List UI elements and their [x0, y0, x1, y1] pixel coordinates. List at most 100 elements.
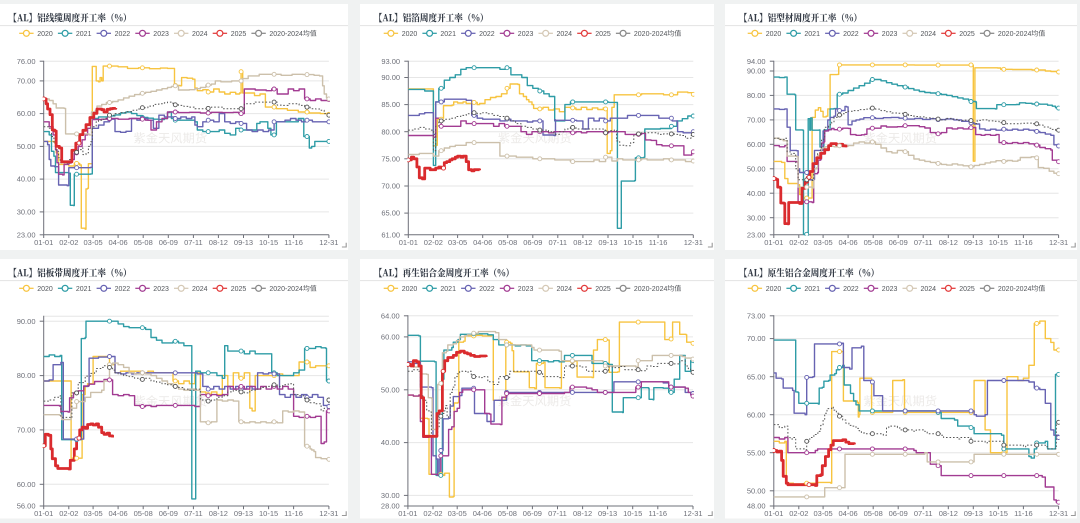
svg-text:65.00: 65.00: [747, 372, 766, 381]
svg-text:02-02: 02-02: [59, 238, 78, 247]
svg-text:11-16: 11-16: [284, 509, 303, 518]
svg-text:2020: 2020: [37, 31, 53, 38]
svg-text:90.00: 90.00: [17, 317, 36, 326]
svg-text:90.00: 90.00: [747, 67, 766, 76]
svg-text:12-31: 12-31: [319, 238, 338, 247]
svg-text:05-08: 05-08: [864, 509, 883, 518]
svg-text:07-11: 07-11: [548, 238, 567, 247]
svg-text:2020: 2020: [37, 286, 53, 293]
svg-text:2020-2024: 2020-2024: [634, 31, 668, 38]
svg-text:2025: 2025: [231, 286, 247, 293]
svg-text:50.00: 50.00: [747, 486, 766, 495]
svg-text:11-16: 11-16: [284, 238, 303, 247]
svg-text:04-06: 04-06: [109, 509, 128, 518]
svg-text:40.00: 40.00: [747, 189, 766, 198]
svg-text:2024: 2024: [921, 31, 937, 38]
svg-text:60.00: 60.00: [17, 109, 36, 118]
svg-text:01-01: 01-01: [398, 509, 417, 518]
svg-text:08-12: 08-12: [573, 238, 592, 247]
svg-text:10-15: 10-15: [259, 238, 278, 247]
svg-text:06-09: 06-09: [159, 238, 178, 247]
svg-text:2023: 2023: [153, 31, 169, 38]
svg-text:06-09: 06-09: [159, 509, 178, 518]
svg-text:08-12: 08-12: [209, 509, 228, 518]
svg-text:09-13: 09-13: [964, 238, 983, 247]
svg-text:2024: 2024: [557, 286, 573, 293]
svg-text:70.00: 70.00: [17, 426, 36, 435]
svg-text:70.00: 70.00: [747, 334, 766, 343]
svg-text:80.00: 80.00: [381, 127, 400, 136]
svg-text:2020: 2020: [766, 31, 782, 38]
svg-text:10-15: 10-15: [259, 509, 278, 518]
svg-text:12-31: 12-31: [683, 509, 702, 518]
svg-text:10-15: 10-15: [989, 238, 1008, 247]
svg-text:2024: 2024: [557, 31, 573, 38]
svg-text:11-16: 11-16: [648, 509, 667, 518]
svg-text:07-11: 07-11: [184, 238, 203, 247]
svg-text:2024: 2024: [192, 31, 208, 38]
svg-text:2023: 2023: [518, 31, 534, 38]
svg-text:70.00: 70.00: [747, 116, 766, 125]
svg-text:28.00: 28.00: [381, 502, 400, 511]
svg-text:01-01: 01-01: [764, 238, 783, 247]
svg-text:07-11: 07-11: [914, 238, 933, 247]
svg-text:02-02: 02-02: [789, 509, 808, 518]
svg-text:03-05: 03-05: [84, 238, 103, 247]
svg-text:10-15: 10-15: [623, 238, 642, 247]
svg-text:10-15: 10-15: [623, 509, 642, 518]
svg-text:05-08: 05-08: [498, 238, 517, 247]
svg-text:2020: 2020: [402, 31, 418, 38]
svg-text:06-09: 06-09: [889, 509, 908, 518]
svg-text:06-09: 06-09: [523, 238, 542, 247]
svg-text:48.00: 48.00: [747, 502, 766, 511]
svg-text:50.00: 50.00: [17, 142, 36, 151]
svg-text:2022: 2022: [479, 31, 495, 38]
svg-text:64.00: 64.00: [381, 311, 400, 320]
svg-text:90.00: 90.00: [381, 73, 400, 82]
svg-text:01-01: 01-01: [399, 238, 418, 247]
svg-text:80.00: 80.00: [747, 91, 766, 100]
svg-text:2024: 2024: [192, 286, 208, 293]
svg-text:50.00: 50.00: [747, 164, 766, 173]
svg-text:2025: 2025: [959, 31, 975, 38]
svg-text:23.00: 23.00: [747, 230, 766, 239]
svg-text:02-02: 02-02: [423, 509, 442, 518]
svg-text:2023: 2023: [518, 286, 534, 293]
svg-text:03-05: 03-05: [84, 509, 103, 518]
svg-text:2021: 2021: [804, 286, 820, 293]
svg-text:2020: 2020: [766, 286, 782, 293]
svg-text:85.00: 85.00: [381, 100, 400, 109]
svg-text:2022: 2022: [115, 286, 131, 293]
svg-text:10-15: 10-15: [989, 509, 1008, 518]
svg-text:02-02: 02-02: [424, 238, 443, 247]
svg-text:05-08: 05-08: [134, 509, 153, 518]
svg-text:07-11: 07-11: [184, 509, 203, 518]
svg-text:01-01: 01-01: [34, 238, 53, 247]
svg-text:40.00: 40.00: [381, 438, 400, 447]
svg-text:2020-2024: 2020-2024: [634, 286, 668, 293]
svg-text:2022: 2022: [479, 286, 495, 293]
svg-text:09-13: 09-13: [234, 509, 253, 518]
svg-text:2020-2024: 2020-2024: [998, 286, 1032, 293]
svg-text:70.00: 70.00: [381, 182, 400, 191]
svg-text:2025: 2025: [595, 286, 611, 293]
svg-text:2020-2024: 2020-2024: [998, 31, 1032, 38]
svg-text:08-12: 08-12: [939, 509, 958, 518]
svg-text:06-09: 06-09: [523, 509, 542, 518]
svg-text:03-05: 03-05: [814, 509, 833, 518]
svg-text:60.00: 60.00: [381, 333, 400, 342]
svg-text:08-12: 08-12: [939, 238, 958, 247]
svg-text:07-11: 07-11: [548, 509, 567, 518]
svg-text:04-06: 04-06: [109, 238, 128, 247]
svg-text:2022: 2022: [843, 31, 859, 38]
svg-text:65.00: 65.00: [381, 209, 400, 218]
svg-text:02-02: 02-02: [59, 509, 78, 518]
svg-text:04-06: 04-06: [839, 238, 858, 247]
svg-text:2021: 2021: [76, 286, 92, 293]
svg-text:2021: 2021: [76, 31, 92, 38]
svg-text:30.00: 30.00: [381, 491, 400, 500]
svg-text:73.00: 73.00: [747, 311, 766, 320]
svg-text:04-06: 04-06: [839, 509, 858, 518]
svg-text:09-13: 09-13: [234, 238, 253, 247]
svg-text:60.00: 60.00: [747, 140, 766, 149]
